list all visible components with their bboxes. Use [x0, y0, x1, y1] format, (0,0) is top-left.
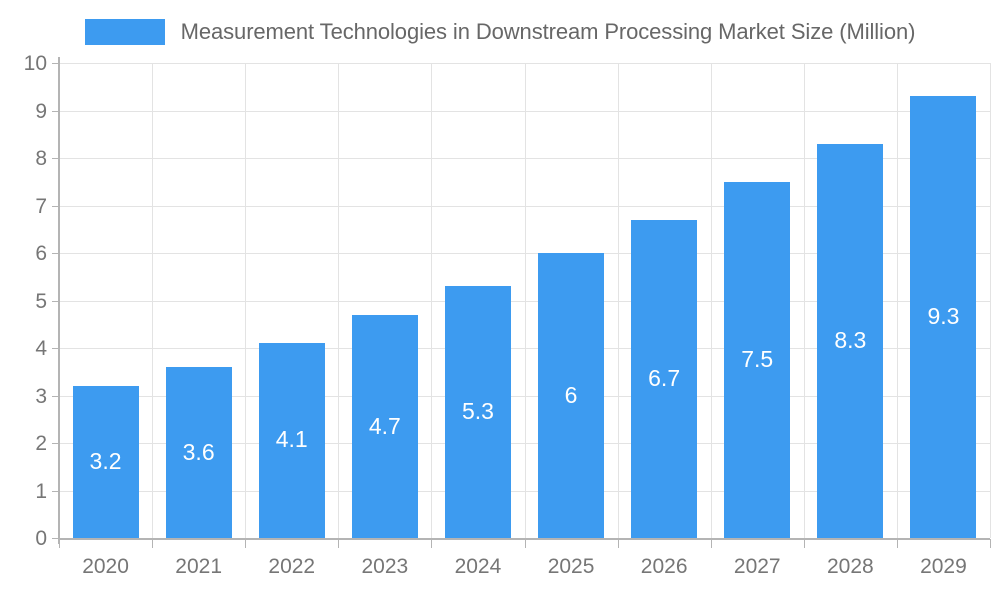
- plot-area: 3.2 3.6 4.1 4.7 5.3 6 6.7 7.5 8.3 9.3: [59, 63, 991, 539]
- y-tick-label: 0: [35, 527, 47, 550]
- x-tick-mark: [525, 539, 526, 548]
- bar-value-label: 4.7: [368, 412, 401, 439]
- bar-value-label: 5.3: [461, 398, 494, 425]
- gridline-horizontal: [59, 300, 990, 302]
- gridline-vertical: [245, 63, 246, 538]
- x-tick-mark: [711, 539, 712, 548]
- legend-label: Measurement Technologies in Downstream P…: [180, 19, 916, 44]
- bar-value-label: 3.2: [89, 448, 122, 474]
- y-tick-label: 10: [23, 52, 47, 75]
- bar[interactable]: 4.1: [258, 343, 325, 538]
- x-tick-mark: [431, 539, 432, 548]
- bar-value-label: 6: [564, 382, 578, 408]
- x-tick-label: 2029: [920, 555, 967, 578]
- x-tick-label: 2022: [268, 555, 316, 578]
- bar[interactable]: 6.7: [631, 219, 698, 538]
- y-tick-label: 1: [35, 479, 47, 503]
- gridline-vertical: [525, 63, 526, 538]
- bar-value-label: 6.7: [648, 364, 681, 391]
- bar[interactable]: 9.3: [910, 96, 977, 538]
- bar[interactable]: 4.7: [351, 314, 418, 538]
- bar[interactable]: 3.6: [165, 367, 232, 538]
- bar-value-label: 8.3: [834, 326, 867, 353]
- gridline-horizontal: [59, 205, 990, 207]
- y-tick-label: 9: [35, 99, 47, 123]
- x-tick-mark: [152, 539, 153, 548]
- gridline-horizontal: [59, 348, 990, 349]
- x-tick-mark: [338, 539, 339, 548]
- gridline-horizontal: [59, 395, 990, 397]
- gridline-vertical: [897, 63, 898, 538]
- bar-value-label: 4.1: [275, 426, 308, 453]
- gridline-horizontal: [59, 490, 990, 492]
- gridline-horizontal: [59, 443, 990, 444]
- x-tick-label: 2028: [826, 555, 874, 578]
- x-tick-mark: [59, 539, 60, 548]
- gridline-vertical: [152, 63, 153, 538]
- gridline-horizontal: [59, 110, 990, 112]
- x-tick-label: 2026: [640, 555, 688, 578]
- chart-legend: Measurement Technologies in Downstream P…: [0, 12, 1000, 52]
- x-tick-mark: [990, 539, 991, 548]
- legend-swatch-icon: [84, 19, 165, 45]
- bar-value-label: 7.5: [741, 345, 774, 372]
- y-tick-label: 6: [35, 242, 47, 265]
- gridline-horizontal: [59, 253, 990, 254]
- x-tick-label: 2027: [733, 555, 781, 578]
- y-tick-label: 4: [35, 337, 47, 360]
- x-tick-mark: [245, 539, 246, 548]
- x-tick-label: 2023: [361, 555, 409, 578]
- bar-value-label: 9.3: [927, 303, 960, 330]
- x-tick-label: 2020: [82, 555, 129, 578]
- bar[interactable]: 5.3: [444, 286, 511, 538]
- gridline-vertical: [338, 63, 339, 538]
- x-axis-line: [59, 538, 990, 540]
- gridline-horizontal: [59, 158, 990, 159]
- x-tick-label: 2021: [175, 555, 222, 578]
- x-tick-label: 2025: [547, 555, 595, 578]
- x-tick-mark: [804, 539, 805, 548]
- gridline-vertical: [618, 63, 619, 538]
- gridline-vertical: [804, 63, 805, 538]
- bar[interactable]: 3.2: [72, 386, 139, 538]
- gridline-vertical: [711, 63, 712, 538]
- bar[interactable]: 8.3: [817, 143, 884, 538]
- gridline-vertical: [431, 63, 432, 538]
- gridline-horizontal: [59, 63, 990, 64]
- gridline-vertical: [990, 63, 991, 538]
- y-tick-label: 3: [35, 384, 47, 408]
- y-tick-label: 5: [35, 289, 47, 313]
- y-tick-label: 7: [35, 194, 47, 218]
- x-tick-label: 2024: [454, 555, 502, 578]
- bar[interactable]: 7.5: [724, 181, 791, 538]
- bar[interactable]: 6: [538, 253, 605, 538]
- bar-value-label: 3.6: [182, 439, 215, 465]
- y-axis-line: [58, 57, 60, 544]
- x-tick-mark: [897, 539, 898, 548]
- x-tick-mark: [618, 539, 619, 548]
- y-tick-label: 2: [35, 432, 47, 455]
- y-tick-label: 8: [35, 147, 47, 170]
